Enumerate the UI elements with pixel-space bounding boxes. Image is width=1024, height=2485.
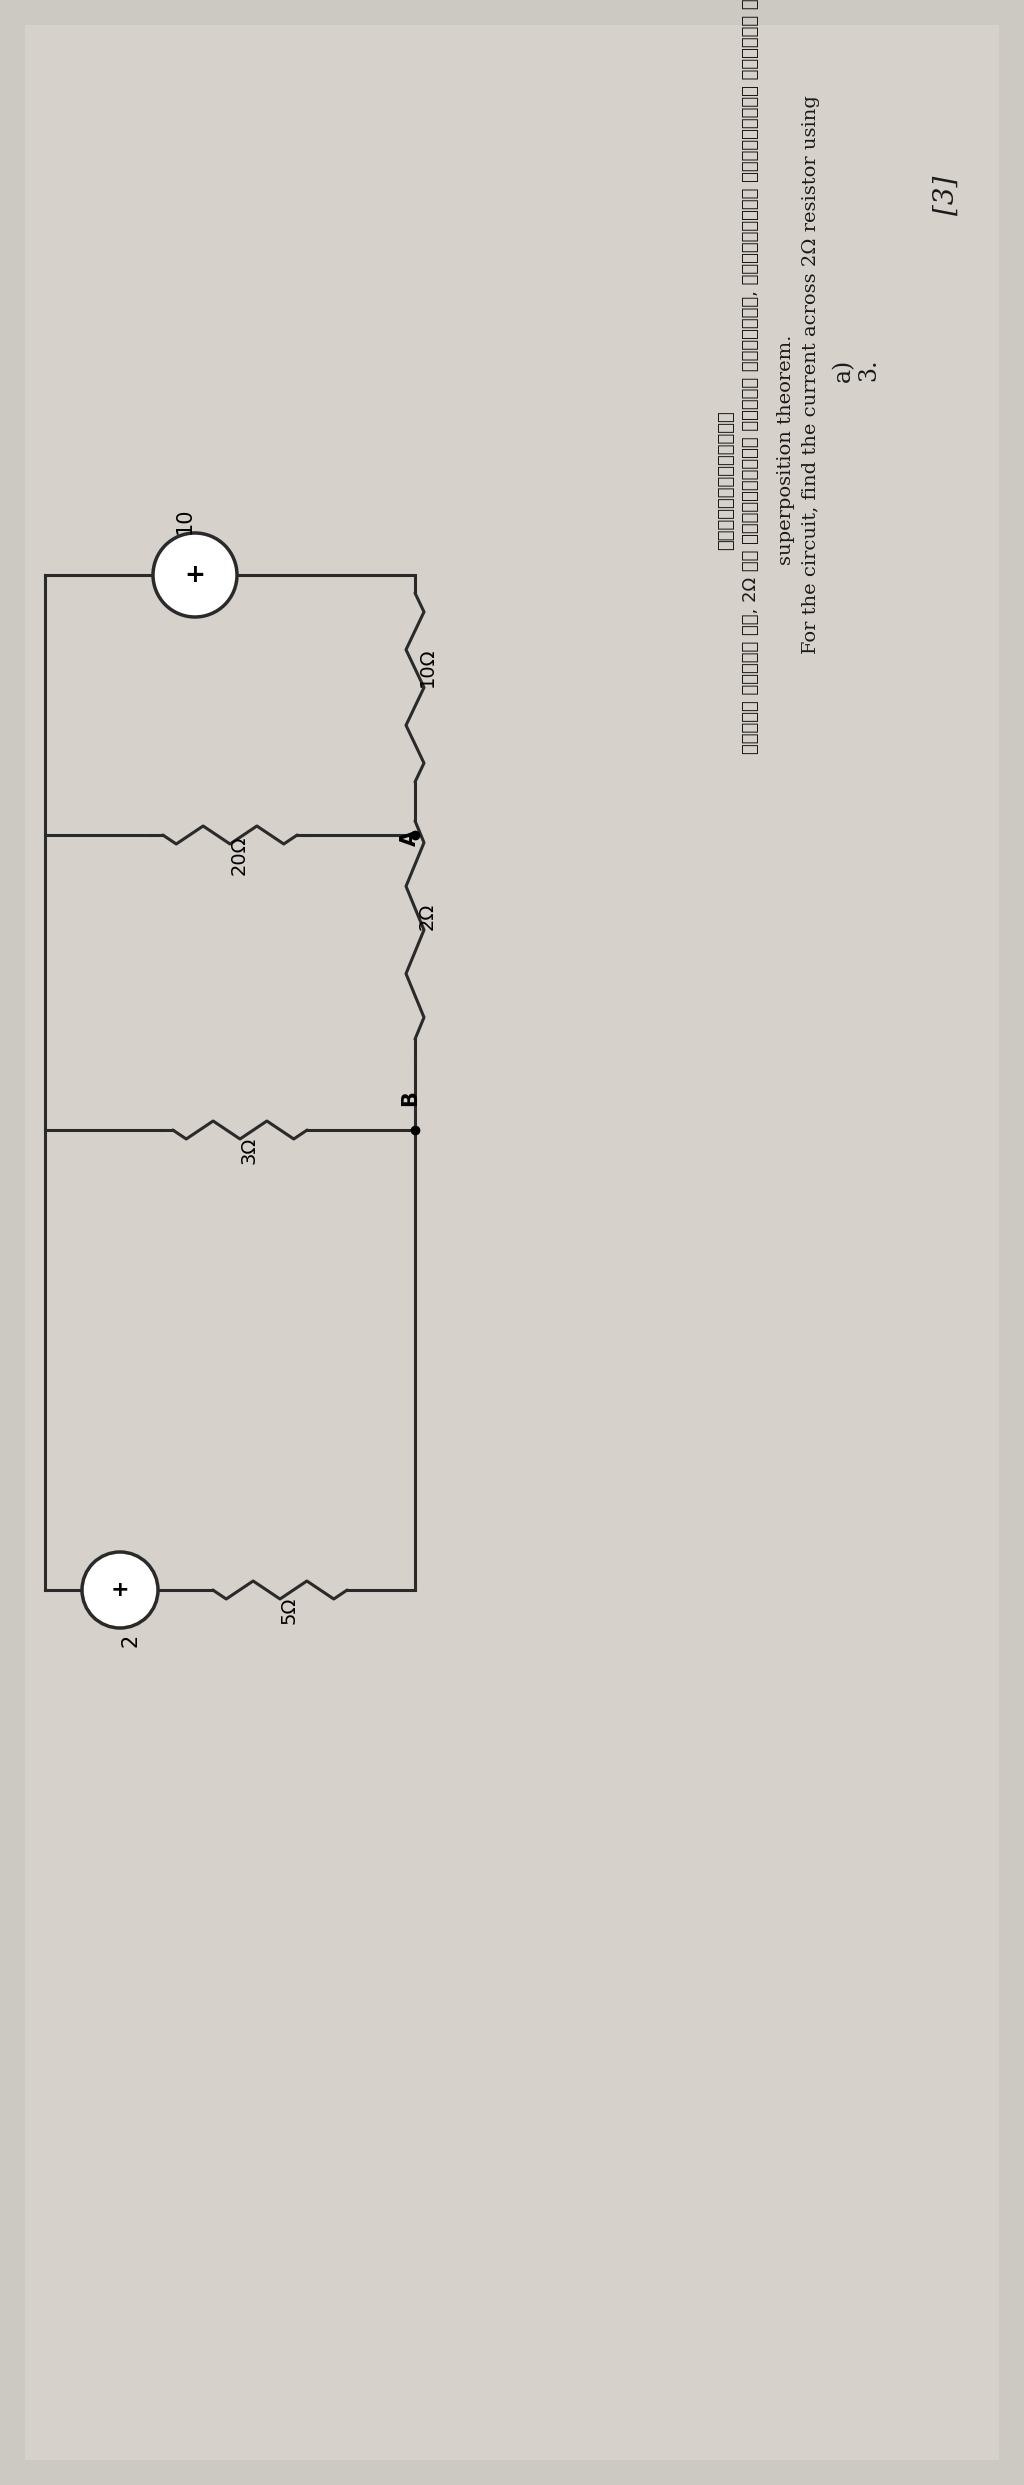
Text: 10Ω: 10Ω (418, 649, 436, 686)
Text: For the circuit, find the current across 2Ω resistor using: For the circuit, find the current across… (802, 94, 820, 654)
Text: 2: 2 (120, 1633, 140, 1648)
Text: 2Ω: 2Ω (418, 902, 436, 929)
Text: [3]: [3] (933, 176, 961, 214)
Text: निकाल्नुहोस्।: निकाल्नुहोस्। (717, 410, 735, 549)
Circle shape (153, 532, 237, 616)
Text: 3Ω: 3Ω (240, 1136, 259, 1163)
Text: B: B (400, 1091, 420, 1106)
Text: +: + (111, 1580, 129, 1600)
Text: a): a) (831, 358, 855, 383)
Text: superposition theorem.: superposition theorem. (777, 335, 795, 564)
Text: +: + (184, 564, 206, 586)
Text: A: A (400, 830, 420, 845)
Text: 5Ω: 5Ω (280, 1595, 299, 1623)
Text: 20Ω: 20Ω (230, 835, 249, 875)
Text: 3.: 3. (857, 358, 880, 380)
Text: दिएगए परिपथ मा, 2Ω को प्रतिरोधमा बह्ने विद्युत, अध्यारोपण सिद्धान्त प्रयोग गरी: दिएगए परिपथ मा, 2Ω को प्रतिरोधमा बह्ने व… (742, 0, 760, 753)
Text: 10: 10 (175, 507, 195, 534)
Circle shape (82, 1553, 158, 1628)
